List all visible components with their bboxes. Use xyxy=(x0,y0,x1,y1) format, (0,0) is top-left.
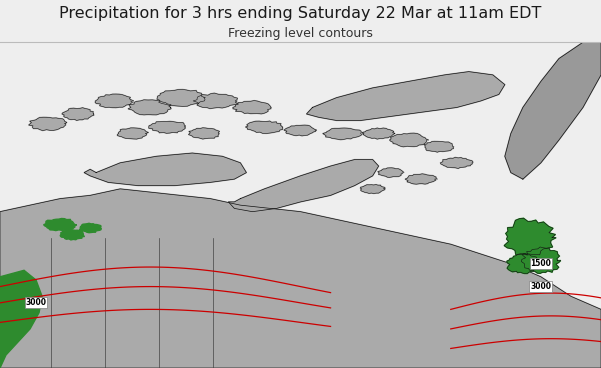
Text: Freezing level contours: Freezing level contours xyxy=(228,26,373,39)
Polygon shape xyxy=(505,42,601,179)
Polygon shape xyxy=(117,128,148,139)
Polygon shape xyxy=(62,108,94,120)
Polygon shape xyxy=(44,219,77,231)
Polygon shape xyxy=(504,218,556,255)
Polygon shape xyxy=(60,230,85,240)
Text: Precipitation for 3 hrs ending Saturday 22 Mar at 11am EDT: Precipitation for 3 hrs ending Saturday … xyxy=(59,6,542,21)
Polygon shape xyxy=(522,247,561,273)
Polygon shape xyxy=(361,185,385,194)
Polygon shape xyxy=(245,121,282,134)
Polygon shape xyxy=(424,141,454,152)
Polygon shape xyxy=(84,153,246,185)
Polygon shape xyxy=(79,223,101,233)
Polygon shape xyxy=(323,128,362,140)
Polygon shape xyxy=(507,253,539,273)
Polygon shape xyxy=(405,174,438,184)
Polygon shape xyxy=(228,160,379,212)
Polygon shape xyxy=(29,117,67,131)
Polygon shape xyxy=(193,93,238,109)
Polygon shape xyxy=(95,94,133,108)
Text: 3000: 3000 xyxy=(531,282,551,291)
Polygon shape xyxy=(0,189,601,368)
Polygon shape xyxy=(307,72,505,120)
Polygon shape xyxy=(233,100,271,114)
Polygon shape xyxy=(0,270,42,368)
Text: 1500: 1500 xyxy=(531,259,551,268)
Polygon shape xyxy=(189,128,219,139)
Polygon shape xyxy=(441,158,473,169)
Polygon shape xyxy=(149,121,186,133)
Text: 3000: 3000 xyxy=(26,298,46,307)
Polygon shape xyxy=(389,133,429,147)
Polygon shape xyxy=(378,168,404,177)
Polygon shape xyxy=(157,89,206,106)
Polygon shape xyxy=(284,125,317,136)
Polygon shape xyxy=(362,128,395,139)
Polygon shape xyxy=(128,100,171,115)
